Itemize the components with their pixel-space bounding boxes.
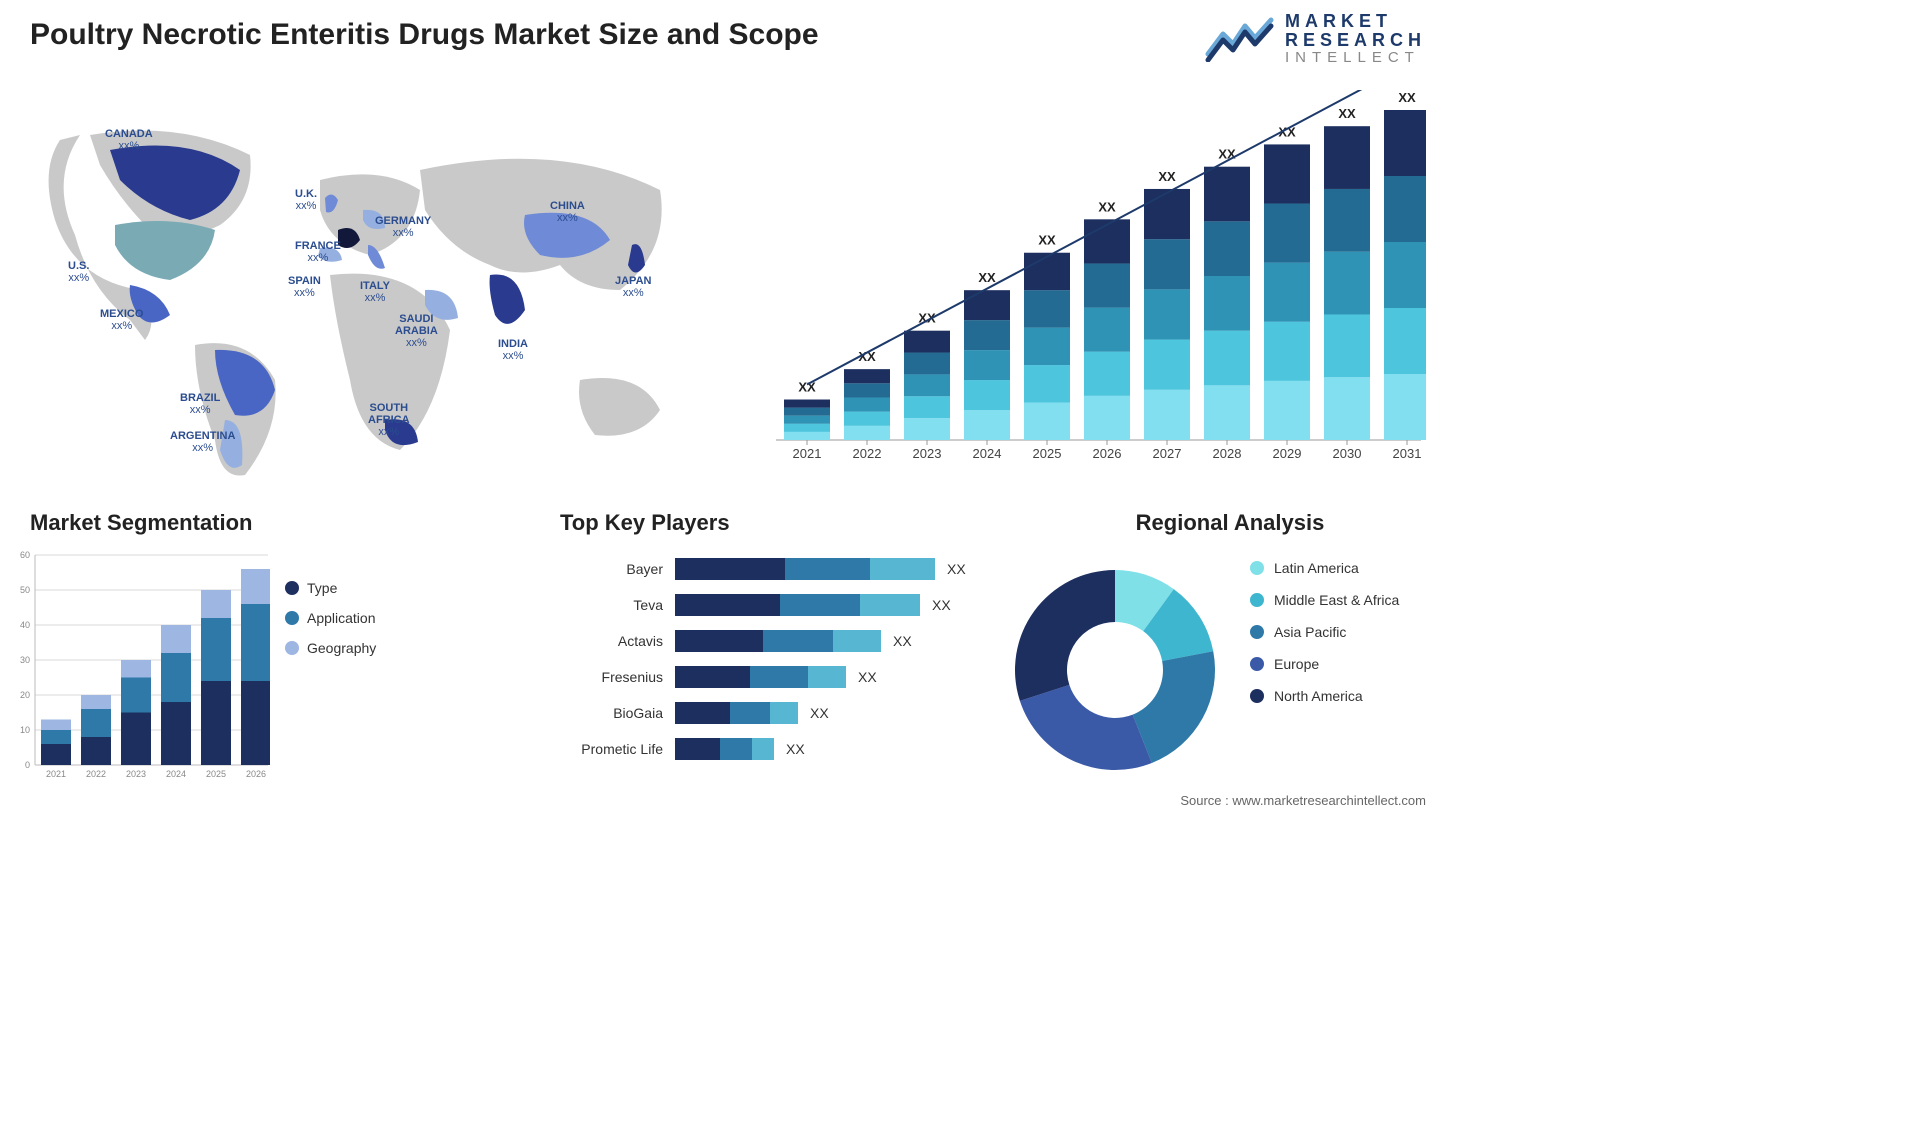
player-row: BioGaiaXX <box>560 696 980 730</box>
svg-text:2025: 2025 <box>1033 446 1062 461</box>
svg-text:2024: 2024 <box>166 769 186 779</box>
svg-text:0: 0 <box>25 760 30 770</box>
svg-text:30: 30 <box>20 655 30 665</box>
logo-mark-icon <box>1205 16 1275 62</box>
map-label: GERMANYxx% <box>375 215 431 239</box>
svg-text:XX: XX <box>1338 106 1356 121</box>
map-label: FRANCExx% <box>295 240 341 264</box>
regional-title: Regional Analysis <box>1020 510 1440 536</box>
legend-item: Europe <box>1250 656 1399 672</box>
player-row: TevaXX <box>560 588 980 622</box>
svg-text:2025: 2025 <box>206 769 226 779</box>
svg-text:50: 50 <box>20 585 30 595</box>
segmentation-title: Market Segmentation <box>30 510 450 536</box>
map-label: BRAZILxx% <box>180 392 220 416</box>
map-label: JAPANxx% <box>615 275 651 299</box>
svg-text:2022: 2022 <box>86 769 106 779</box>
svg-text:10: 10 <box>20 725 30 735</box>
regional-legend: Latin America Middle East & Africa Asia Pa… <box>1250 560 1399 720</box>
growth-chart: XX 2021 XX 2022 XX 2023 XX 2024 XX 2025 XX 2026 XX 20… <box>766 90 1426 470</box>
regional-donut <box>1000 555 1230 785</box>
svg-text:2026: 2026 <box>246 769 266 779</box>
segmentation-legend: Type Application Geography <box>285 580 376 670</box>
brand-logo: MARKET RESEARCH INTELLECT <box>1205 12 1426 66</box>
svg-text:2026: 2026 <box>1093 446 1122 461</box>
players-chart: BayerXXTevaXXActavisXXFreseniusXXBioGaia… <box>560 552 980 768</box>
svg-text:XX: XX <box>1038 233 1056 248</box>
svg-text:XX: XX <box>1098 199 1116 214</box>
svg-text:2023: 2023 <box>126 769 146 779</box>
svg-text:2030: 2030 <box>1333 446 1362 461</box>
logo-text-1: MARKET <box>1285 12 1426 31</box>
player-row: Prometic LifeXX <box>560 732 980 766</box>
legend-item: Application <box>285 610 376 626</box>
world-map: CANADAxx% U.S.xx% MEXICOxx% BRAZILxx% ARGENT… <box>20 80 720 480</box>
svg-text:2029: 2029 <box>1273 446 1302 461</box>
map-label: ITALYxx% <box>360 280 390 304</box>
legend-item: Type <box>285 580 376 596</box>
svg-text:XX: XX <box>1218 147 1236 162</box>
map-label: CHINAxx% <box>550 200 585 224</box>
svg-text:20: 20 <box>20 690 30 700</box>
players-title: Top Key Players <box>560 510 980 536</box>
svg-text:XX: XX <box>978 270 996 285</box>
legend-item: Asia Pacific <box>1250 624 1399 640</box>
svg-text:2027: 2027 <box>1153 446 1182 461</box>
map-label: ARGENTINAxx% <box>170 430 235 454</box>
legend-item: Middle East & Africa <box>1250 592 1399 608</box>
svg-text:2023: 2023 <box>913 446 942 461</box>
source-text: Source : www.marketresearchintellect.com <box>1180 793 1426 808</box>
svg-text:60: 60 <box>20 550 30 560</box>
svg-text:2022: 2022 <box>853 446 882 461</box>
logo-text-2: RESEARCH <box>1285 31 1426 50</box>
map-label: MEXICOxx% <box>100 308 143 332</box>
logo-text-3: INTELLECT <box>1285 50 1426 66</box>
svg-text:2024: 2024 <box>973 446 1002 461</box>
svg-text:40: 40 <box>20 620 30 630</box>
svg-text:XX: XX <box>1158 169 1176 184</box>
map-label: INDIAxx% <box>498 338 528 362</box>
map-label: SAUDIARABIAxx% <box>395 313 438 349</box>
map-label: U.S.xx% <box>68 260 89 284</box>
svg-text:XX: XX <box>1398 90 1416 105</box>
legend-item: Geography <box>285 640 376 656</box>
segmentation-chart: 0 10 20 30 40 50 60 2021 2022 2023 2024 2025 2026 <box>10 545 270 785</box>
legend-item: North America <box>1250 688 1399 704</box>
svg-text:2021: 2021 <box>46 769 66 779</box>
svg-text:2028: 2028 <box>1213 446 1242 461</box>
player-row: BayerXX <box>560 552 980 586</box>
map-label: U.K.xx% <box>295 188 317 212</box>
svg-text:2021: 2021 <box>793 446 822 461</box>
svg-text:2031: 2031 <box>1393 446 1422 461</box>
map-label: CANADAxx% <box>105 128 153 152</box>
page-title: Poultry Necrotic Enteritis Drugs Market … <box>30 18 819 52</box>
player-row: ActavisXX <box>560 624 980 658</box>
player-row: FreseniusXX <box>560 660 980 694</box>
legend-item: Latin America <box>1250 560 1399 576</box>
map-label: SPAINxx% <box>288 275 321 299</box>
map-label: SOUTHAFRICAxx% <box>368 402 410 438</box>
